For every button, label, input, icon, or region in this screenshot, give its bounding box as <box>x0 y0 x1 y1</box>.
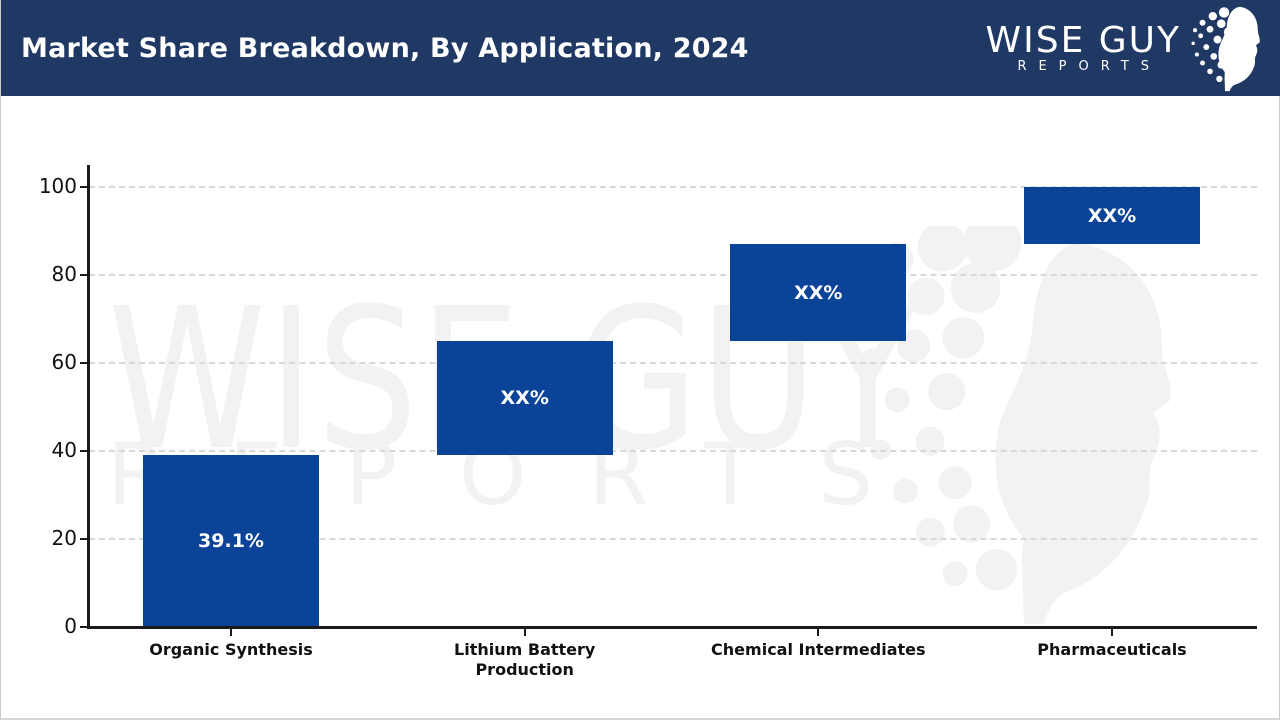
x-tick-organic-synthesis <box>230 628 232 636</box>
logo-subtitle: REPORTS <box>1017 58 1162 74</box>
bar-lithium-battery-production: XX% <box>436 341 613 455</box>
bar-value-label-pharmaceuticals: XX% <box>1087 204 1137 227</box>
y-tick-label-80: 80 <box>51 262 77 286</box>
y-tick-label-20: 20 <box>51 526 77 550</box>
x-tick-lithium-battery-production <box>523 628 526 636</box>
y-tick-label-60: 60 <box>51 350 77 374</box>
logo-wordmark: WISE GUY <box>985 19 1181 61</box>
logo-head-icon <box>1191 6 1260 92</box>
bar-organic-synthesis: 39.1% <box>143 454 319 627</box>
gridline-40 <box>89 450 1257 452</box>
gridline-80 <box>89 274 1257 276</box>
bar-value-label-lithium-battery-production: XX% <box>500 386 549 409</box>
watermark-head-icon <box>861 226 1171 624</box>
y-tick-60 <box>80 362 89 364</box>
x-category-label-chemical-intermediates: Chemical Intermediates <box>711 640 926 659</box>
bar-value-label-chemical-intermediates: XX% <box>794 281 843 304</box>
gridline-20 <box>89 538 1257 540</box>
bar-pharmaceuticals: XX% <box>1024 187 1200 245</box>
y-tick-label-100: 100 <box>38 174 77 198</box>
y-tick-20 <box>80 538 89 540</box>
wise-guy-reports-logo: WISE GUY REPORTS <box>986 4 1268 92</box>
gridline-100 <box>89 186 1257 188</box>
x-category-label-organic-synthesis: Organic Synthesis <box>149 640 313 659</box>
y-tick-label-40: 40 <box>51 438 77 462</box>
x-tick-chemical-intermediates <box>817 628 820 636</box>
y-tick-80 <box>80 274 89 276</box>
chart-title: Market Share Breakdown, By Application, … <box>21 32 749 64</box>
x-category-label-pharmaceuticals: Pharmaceuticals <box>1037 640 1187 659</box>
gridline-60 <box>89 362 1257 364</box>
x-tick-pharmaceuticals <box>1111 628 1113 636</box>
logo-text: WISE GUY REPORTS <box>986 22 1182 74</box>
x-axis-line <box>87 626 1257 629</box>
y-tick-40 <box>80 450 89 452</box>
y-tick-100 <box>80 186 89 188</box>
y-tick-0 <box>80 626 89 628</box>
x-category-label-lithium-battery-production: Lithium Battery Production <box>454 640 596 679</box>
y-tick-label-0: 0 <box>64 614 77 638</box>
y-axis-line <box>87 165 90 629</box>
header-band: Market Share Breakdown, By Application, … <box>1 0 1280 96</box>
bar-chemical-intermediates: XX% <box>730 244 907 341</box>
bar-value-label-organic-synthesis: 39.1% <box>198 529 264 552</box>
